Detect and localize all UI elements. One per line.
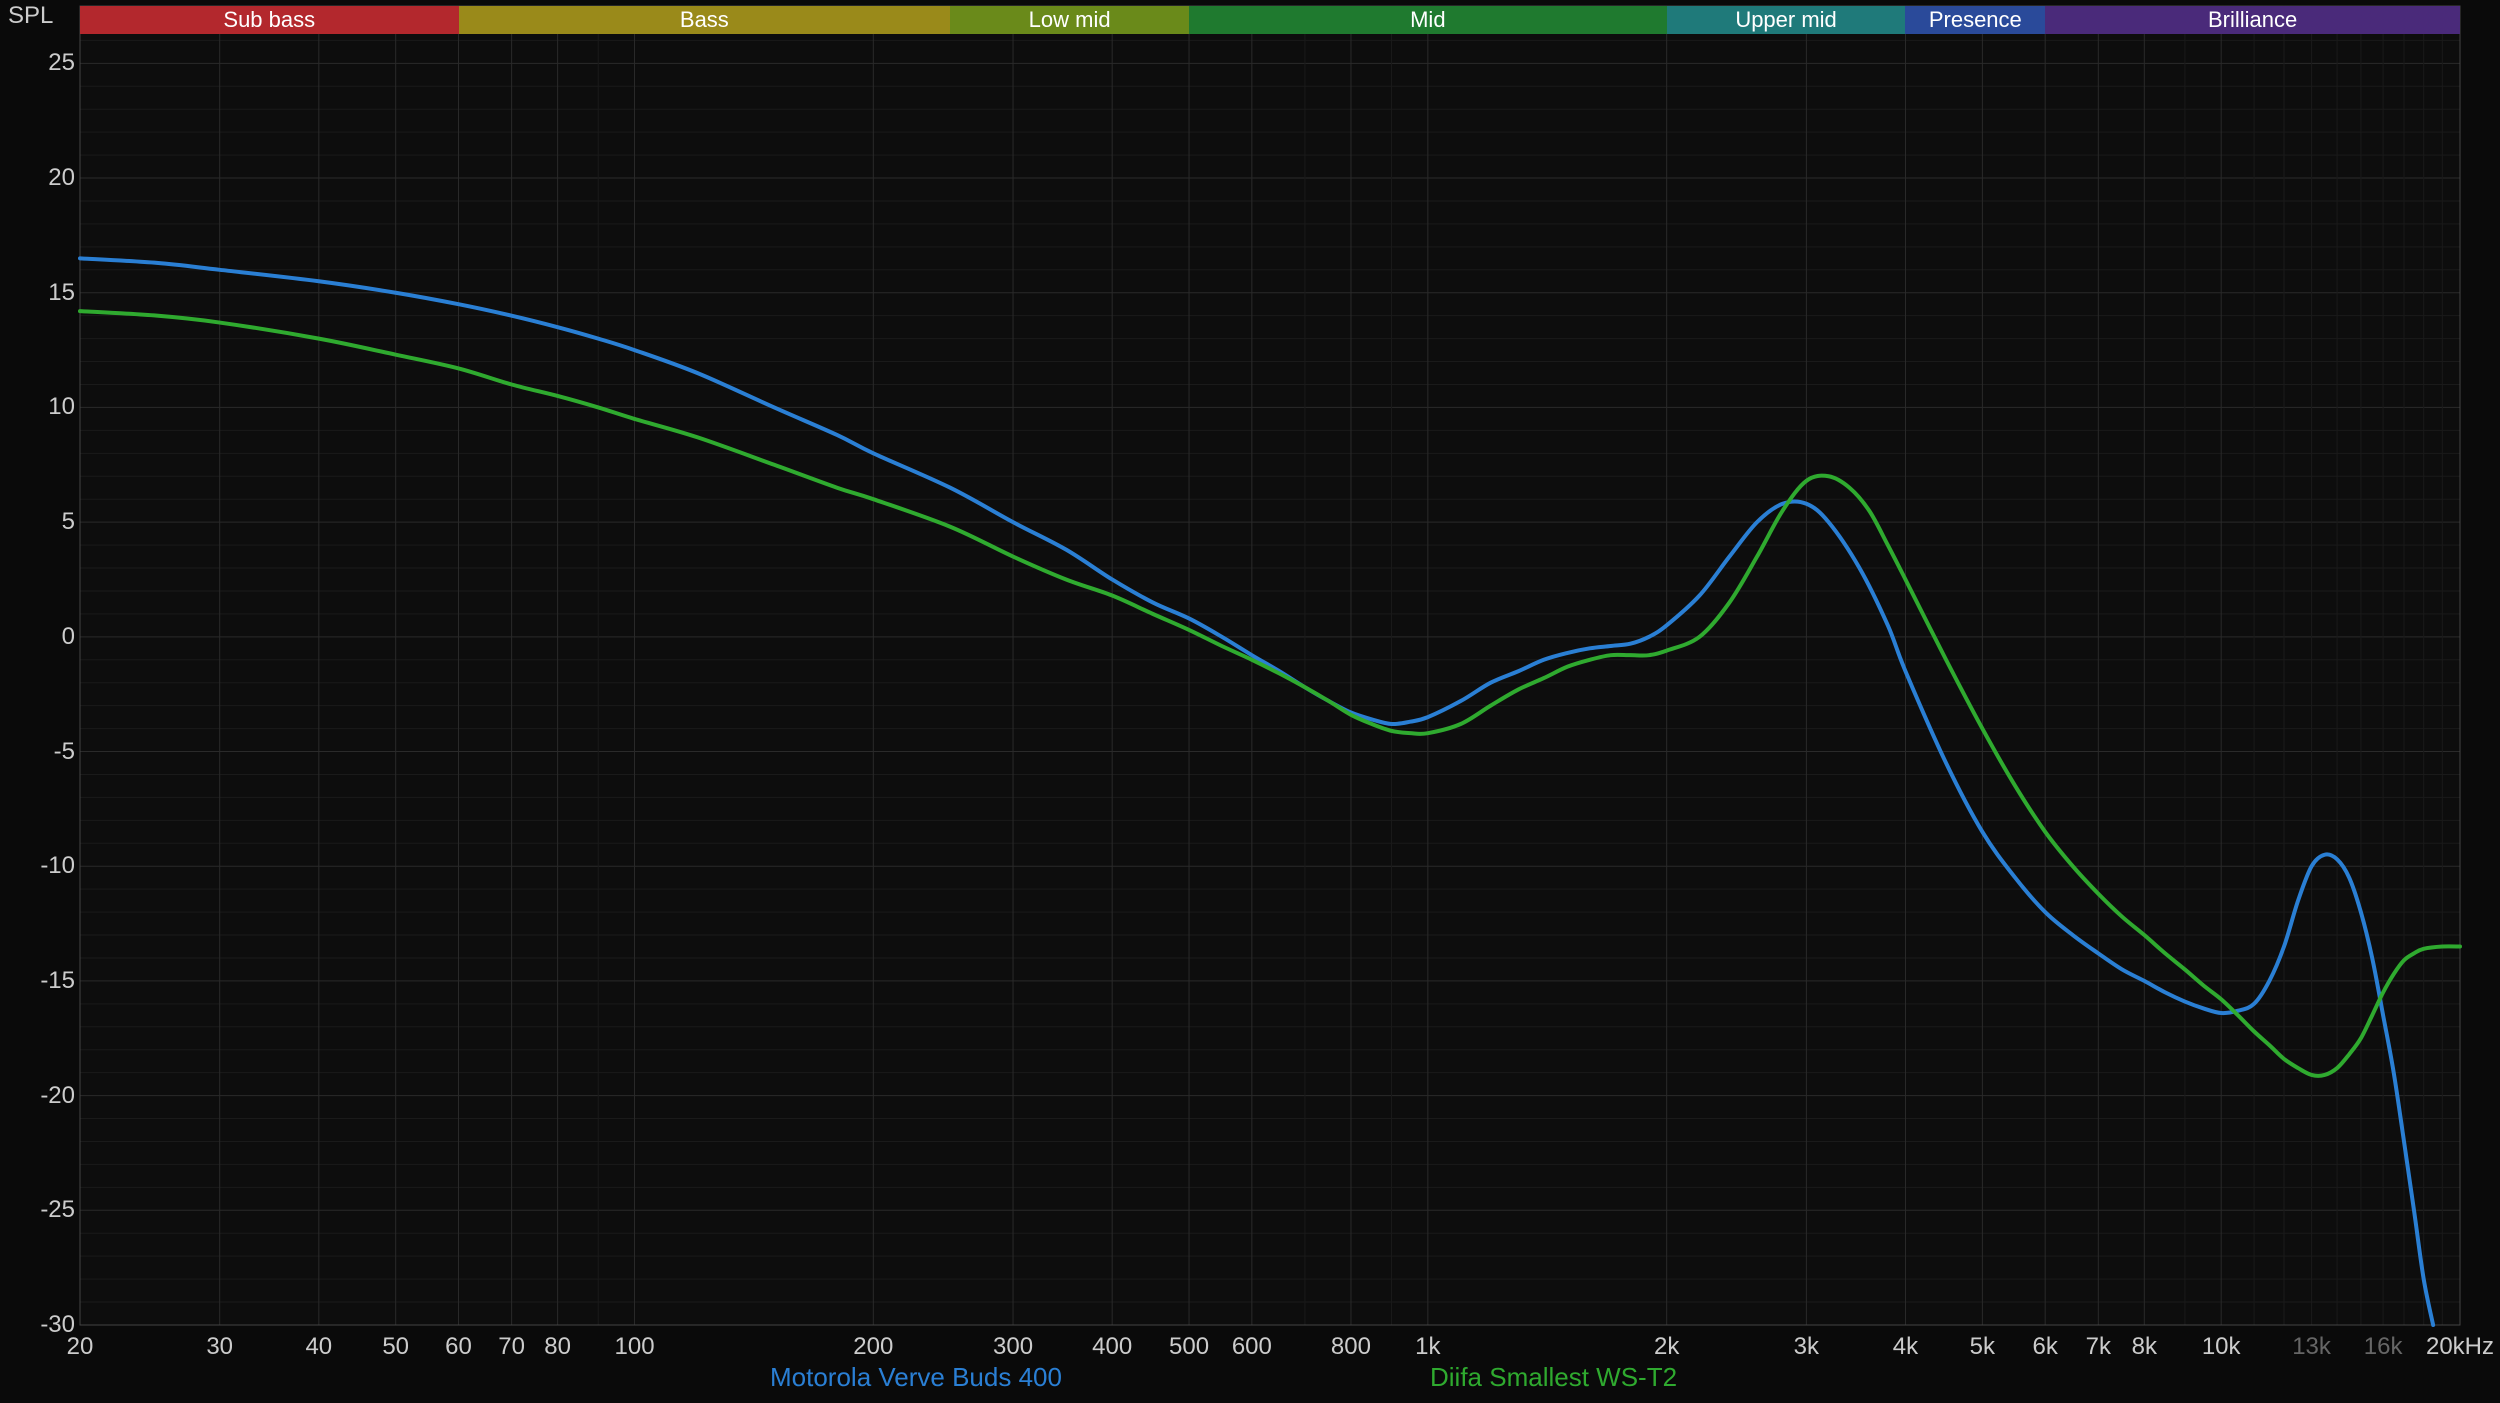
y-tick-label: -25 [40,1196,75,1224]
freq-band: Sub bass [80,6,459,34]
freq-band: Upper mid [1667,6,1906,34]
freq-band: Bass [459,6,951,34]
x-tick-label: 5k [1970,1333,1995,1361]
x-tick-label: 20 [67,1333,94,1361]
y-tick-label: 5 [62,508,75,536]
x-tick-label: 7k [2086,1333,2111,1361]
x-tick-label: 16k [2364,1333,2403,1361]
chart-svg [0,0,2500,1403]
y-tick-label: 25 [48,49,75,77]
x-tick-label: 300 [993,1333,1033,1361]
legend-item: Motorola Verve Buds 400 [770,1362,1062,1393]
freq-band: Low mid [950,6,1189,34]
x-tick-label: 400 [1092,1333,1132,1361]
y-tick-label: 0 [62,623,75,651]
x-tick-label: 6k [2032,1333,2057,1361]
x-tick-label: 1k [1415,1333,1440,1361]
y-axis-title: SPL [8,2,53,30]
y-tick-label: -5 [54,738,75,766]
x-tick-label: 500 [1169,1333,1209,1361]
x-tick-label: 50 [382,1333,409,1361]
x-tick-label: 600 [1232,1333,1272,1361]
x-tick-label: 60 [445,1333,472,1361]
x-tick-label: 2k [1654,1333,1679,1361]
freq-band: Presence [1905,6,2045,34]
y-tick-label: -20 [40,1082,75,1110]
x-tick-label: 4k [1893,1333,1918,1361]
x-tick-label: 8k [2132,1333,2157,1361]
x-tick-label: 40 [305,1333,332,1361]
freq-band: Brilliance [2045,6,2460,34]
x-tick-label: 800 [1331,1333,1371,1361]
y-tick-label: -15 [40,967,75,995]
x-tick-label: 80 [544,1333,571,1361]
x-tick-label: 70 [498,1333,525,1361]
y-tick-label: -10 [40,852,75,880]
x-tick-label: 13k [2292,1333,2331,1361]
legend-item: Diifa Smallest WS-T2 [1430,1362,1677,1393]
x-tick-label: 20kHz [2426,1333,2494,1361]
y-tick-label: 10 [48,393,75,421]
freq-band: Mid [1189,6,1667,34]
frequency-response-chart: SPL Sub bassBassLow midMidUpper midPrese… [0,0,2500,1403]
y-tick-label: 20 [48,164,75,192]
x-tick-label: 30 [206,1333,233,1361]
x-tick-label: 3k [1794,1333,1819,1361]
y-tick-label: 15 [48,279,75,307]
x-tick-label: 10k [2202,1333,2241,1361]
x-tick-label: 200 [853,1333,893,1361]
x-tick-label: 100 [614,1333,654,1361]
